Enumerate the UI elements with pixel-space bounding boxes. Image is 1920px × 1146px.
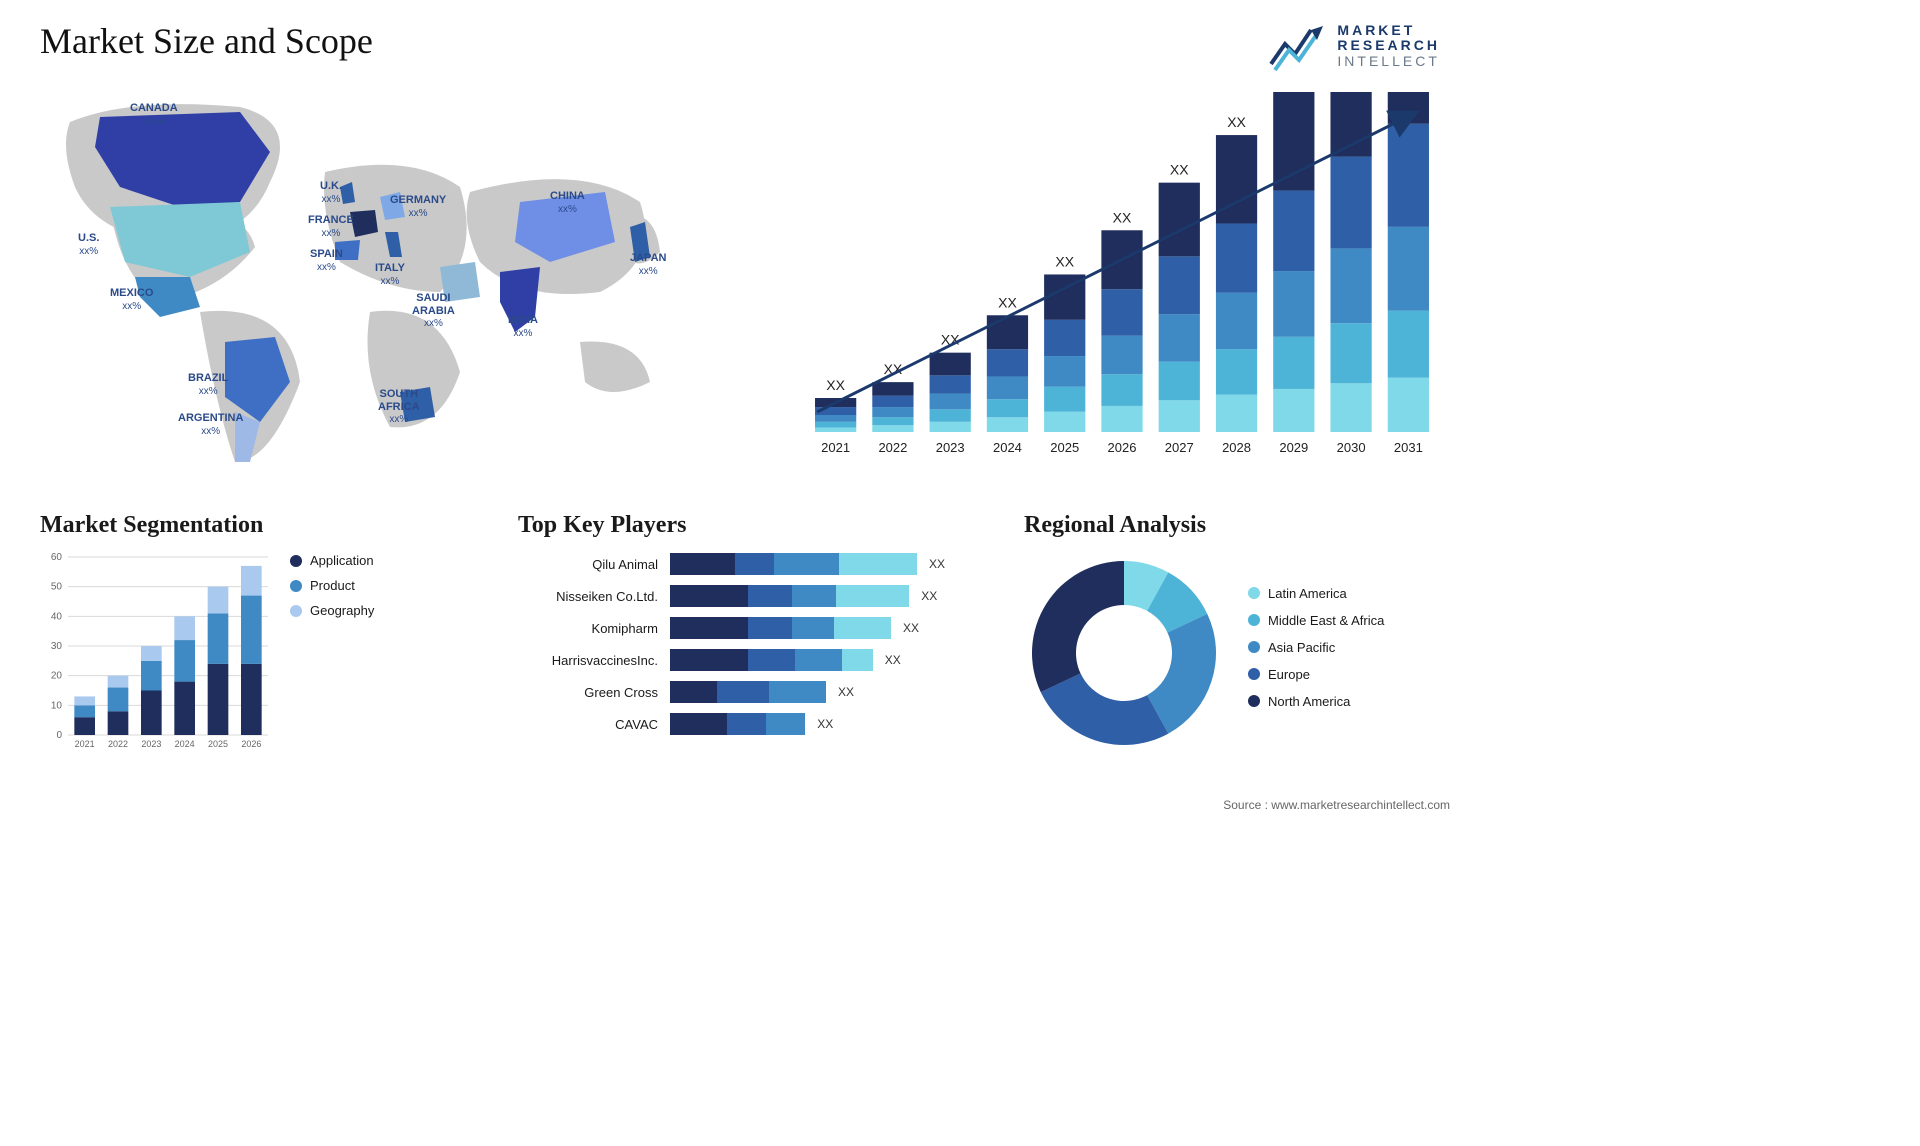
svg-text:XX: XX [1227, 114, 1246, 130]
logo-line-1: MARKET [1337, 23, 1440, 38]
legend-item: Middle East & Africa [1248, 613, 1384, 628]
segmentation-legend: Application Product Geography [290, 553, 374, 628]
svg-text:50: 50 [51, 582, 63, 593]
player-row: CAVACXX [518, 713, 994, 735]
segmentation-chart: 0 10 20 30 40 50 60 2021 2022 2023 2024 2025 2026 [40, 553, 270, 753]
map-label: ITALYxx% [375, 262, 405, 287]
svg-text:2024: 2024 [175, 739, 195, 749]
svg-text:2030: 2030 [1336, 440, 1365, 455]
legend-item: Geography [290, 603, 374, 618]
svg-text:2028: 2028 [1222, 440, 1251, 455]
map-label: CANADAxx% [130, 102, 178, 127]
map-label: JAPANxx% [630, 252, 666, 277]
legend-item: Asia Pacific [1248, 640, 1384, 655]
svg-text:2022: 2022 [108, 739, 128, 749]
svg-text:XX: XX [826, 377, 845, 393]
map-label: FRANCExx% [308, 214, 354, 239]
svg-text:30: 30 [51, 641, 63, 652]
legend-item: Product [290, 578, 374, 593]
svg-text:2024: 2024 [993, 440, 1022, 455]
logo-line-3: INTELLECT [1337, 54, 1440, 69]
donut-slice [1041, 673, 1169, 745]
players-title: Top Key Players [518, 512, 994, 539]
map-label: CHINAxx% [550, 190, 585, 215]
legend-item: Application [290, 553, 374, 568]
player-row: Nisseiken Co.Ltd.XX [518, 585, 994, 607]
svg-text:2027: 2027 [1165, 440, 1194, 455]
svg-text:2021: 2021 [75, 739, 95, 749]
map-label: SOUTHAFRICAxx% [378, 388, 420, 426]
player-row: Green CrossXX [518, 681, 994, 703]
brand-logo: MARKET RESEARCH INTELLECT [1269, 20, 1440, 72]
svg-text:2026: 2026 [241, 739, 261, 749]
map-label: GERMANYxx% [390, 194, 446, 219]
svg-text:0: 0 [56, 730, 62, 741]
player-row: HarrisvaccinesInc.XX [518, 649, 994, 671]
svg-text:2022: 2022 [878, 440, 907, 455]
logo-mark-icon [1269, 20, 1327, 72]
map-label: MEXICOxx% [110, 287, 153, 312]
segmentation-title: Market Segmentation [40, 512, 488, 539]
svg-text:2021: 2021 [821, 440, 850, 455]
map-label: U.S.xx% [78, 232, 99, 257]
svg-text:20: 20 [51, 671, 63, 682]
svg-text:2026: 2026 [1107, 440, 1136, 455]
legend-item: Europe [1248, 667, 1384, 682]
svg-text:XX: XX [1170, 162, 1189, 178]
svg-text:40: 40 [51, 611, 63, 622]
svg-text:2025: 2025 [1050, 440, 1079, 455]
regional-donut [1024, 553, 1224, 753]
regional-legend: Latin America Middle East & Africa Asia Pa… [1248, 586, 1384, 721]
svg-text:2025: 2025 [208, 739, 228, 749]
player-row: KomipharmXX [518, 617, 994, 639]
svg-text:2023: 2023 [141, 739, 161, 749]
svg-text:2031: 2031 [1394, 440, 1423, 455]
svg-text:10: 10 [51, 700, 63, 711]
map-label: U.K.xx% [320, 180, 342, 205]
svg-text:2023: 2023 [936, 440, 965, 455]
growth-bar-chart: XX2021XX2022XX2023XX2024XX2025XX2026XX20… [797, 92, 1440, 472]
page-title: Market Size and Scope [40, 20, 373, 62]
source-attribution: Source : www.marketresearchintellect.com [1223, 798, 1450, 812]
svg-text:2029: 2029 [1279, 440, 1308, 455]
map-label: SPAINxx% [310, 248, 343, 273]
player-row: Qilu AnimalXX [518, 553, 994, 575]
svg-text:XX: XX [1112, 209, 1131, 225]
regional-title: Regional Analysis [1024, 512, 1500, 539]
map-label: SAUDIARABIAxx% [412, 292, 455, 330]
legend-item: North America [1248, 694, 1384, 709]
svg-text:60: 60 [51, 553, 63, 563]
logo-line-2: RESEARCH [1337, 38, 1440, 53]
donut-slice [1032, 561, 1124, 692]
map-label: BRAZILxx% [188, 372, 228, 397]
players-chart: Qilu AnimalXX Nisseiken Co.Ltd.XX Komiphar… [518, 553, 994, 735]
map-label: INDIAxx% [508, 314, 538, 339]
legend-item: Latin America [1248, 586, 1384, 601]
svg-text:XX: XX [1055, 253, 1074, 269]
world-map: CANADAxx% U.S.xx% MEXICOxx% BRAZILxx% ARGENT… [40, 92, 737, 472]
map-label: ARGENTINAxx% [178, 412, 243, 437]
svg-text:XX: XX [998, 294, 1017, 310]
